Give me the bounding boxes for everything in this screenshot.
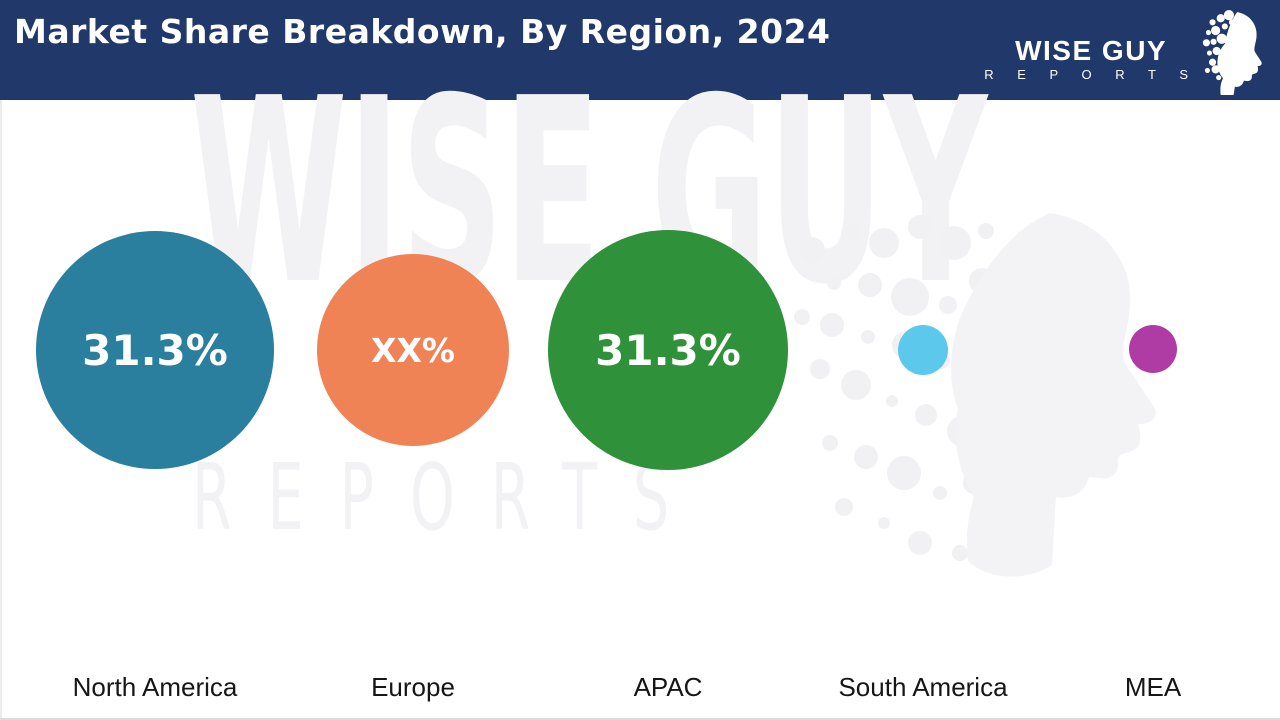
bubble-europe: XX% [317, 254, 509, 446]
watermark-subtitle: REPORTS [192, 444, 706, 551]
region-label-mea: MEA [1124, 672, 1182, 702]
chart-area: WISE GUY REPORTS 31.3% [0, 65, 1280, 718]
bubble-apac: 31.3% [548, 230, 788, 470]
region-label-europe: Europe [371, 672, 455, 702]
region-label-apac: APAC [633, 672, 703, 702]
brand-subtitle-text: R E P O R T S [984, 67, 1198, 83]
bubble-north-america: 31.3% [36, 231, 274, 469]
brand-wordmark: WISE GUY R E P O R T S [984, 34, 1198, 83]
page-title: Market Share Breakdown, By Region, 2024 [14, 12, 831, 51]
brand-name-text: WISE GUY [1015, 34, 1168, 66]
wiseguy-head-icon [1202, 10, 1262, 95]
bubble-value-north-america: 31.3% [82, 325, 228, 375]
region-label-south-america: South America [838, 672, 1008, 702]
brand-logo: WISE GUY R E P O R T S [984, 0, 1280, 96]
bubble-south-america [898, 325, 948, 375]
region-label-north-america: North America [72, 672, 238, 702]
bubble-value-europe: XX% [371, 330, 455, 370]
bubble-value-apac: 31.3% [595, 325, 741, 375]
header-bar: Market Share Breakdown, By Region, 2024 … [0, 0, 1280, 100]
watermark-head-icon [794, 213, 1156, 577]
bubble-mea [1129, 325, 1177, 373]
